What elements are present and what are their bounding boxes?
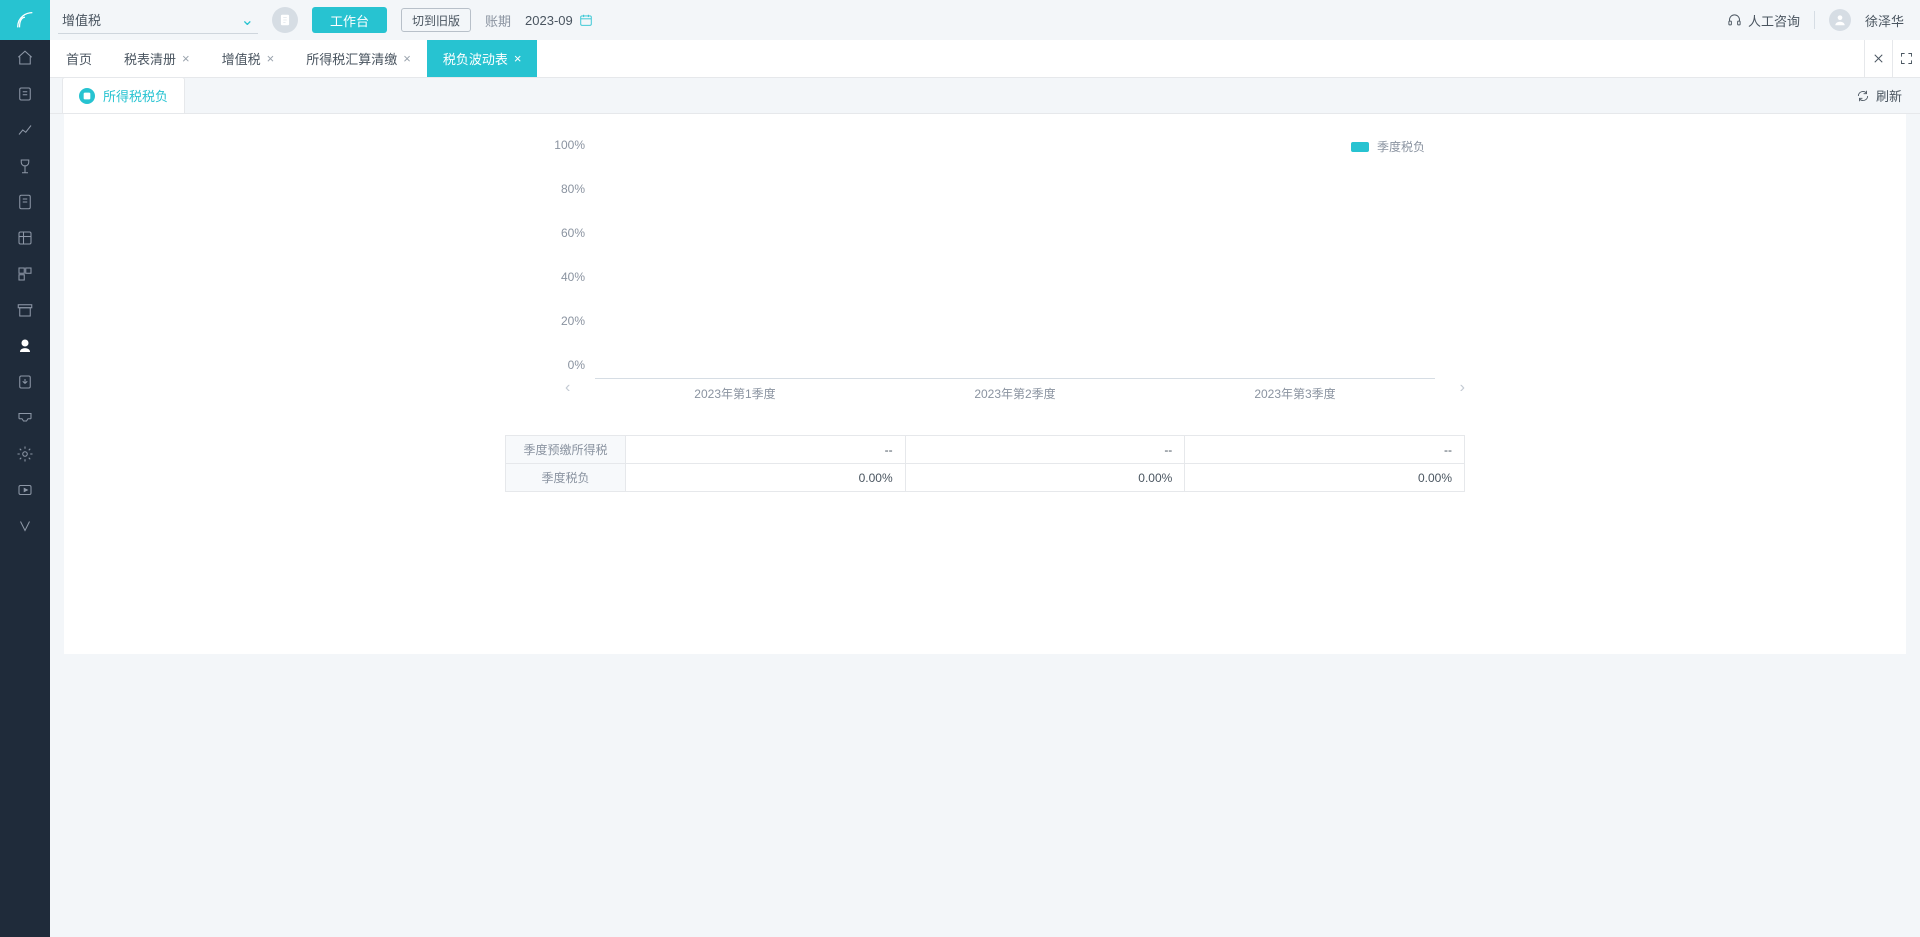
table-cell: 0.00%	[626, 464, 906, 492]
org-icon[interactable]	[0, 256, 50, 292]
company-selector[interactable]: 增值税 ⌄	[58, 6, 258, 34]
tax-icon[interactable]	[0, 328, 50, 364]
tab-2[interactable]: 增值税 ×	[206, 40, 291, 77]
settings-icon[interactable]	[0, 436, 50, 472]
tab-0[interactable]: 首页	[50, 40, 108, 77]
inbox-icon[interactable]	[0, 400, 50, 436]
doc-icon-button[interactable]	[272, 7, 298, 33]
close-all-tabs-button[interactable]	[1864, 40, 1892, 77]
funds-icon[interactable]	[0, 148, 50, 184]
chevron-down-icon: ⌄	[241, 10, 254, 30]
workbench-button[interactable]: 工作台	[312, 7, 387, 33]
user-icon	[1833, 13, 1847, 27]
subtab-row: 所得税税负 刷新	[50, 78, 1920, 114]
y-tick: 20%	[535, 314, 585, 328]
tax-burden-chart: 季度税负 0%20%40%60%80%100% ‹ › 2023年第1季度202…	[535, 138, 1435, 405]
y-tick: 80%	[535, 182, 585, 196]
ledger-icon[interactable]	[0, 76, 50, 112]
legend-swatch	[1351, 142, 1369, 152]
export-icon[interactable]	[0, 364, 50, 400]
headset-icon	[1727, 13, 1742, 28]
tab-close-icon[interactable]: ×	[182, 51, 190, 66]
x-tick: 2023年第3季度	[1254, 385, 1335, 402]
video-icon[interactable]	[0, 472, 50, 508]
chart-card: 季度税负 0% 20% 40% 60% 80% 100% ‹ › 2023年第1季度 202…	[64, 114, 1906, 654]
table-cell: 0.00%	[1185, 464, 1465, 492]
x-tick: 2023年第1季度	[694, 385, 775, 402]
analytics-icon[interactable]	[0, 112, 50, 148]
subtab-income-tax-burden[interactable]: 所得税税负	[62, 77, 185, 113]
fullscreen-button[interactable]	[1892, 40, 1920, 77]
tab-close-icon[interactable]: ×	[267, 51, 275, 66]
header: 增值税 ⌄ 工作台 切到旧版 账期 2023-09 人工咨询 徐泽华	[50, 0, 1920, 40]
calendar-icon	[579, 13, 593, 27]
table-cell: 0.00%	[905, 464, 1185, 492]
tab-4[interactable]: 税负波动表 ×	[427, 40, 538, 77]
refresh-icon	[1856, 89, 1870, 103]
tab-3[interactable]: 所得税汇算清缴 ×	[290, 40, 427, 77]
y-tick: 40%	[535, 270, 585, 284]
tab-close-icon[interactable]: ×	[514, 51, 522, 66]
row-header: 季度预缴所得税	[506, 436, 626, 464]
y-tick: 100%	[535, 138, 585, 152]
table-row: 季度预缴所得税------	[506, 436, 1465, 464]
subtab-dot-icon	[79, 88, 95, 104]
archive-icon[interactable]	[0, 292, 50, 328]
y-tick: 60%	[535, 226, 585, 240]
y-tick: 0%	[535, 358, 585, 372]
company-selector-label: 增值税	[62, 10, 101, 29]
tab-close-icon[interactable]: ×	[403, 51, 411, 66]
refresh-button[interactable]: 刷新	[1838, 86, 1920, 105]
table-row: 季度税负0.00%0.00%0.00%	[506, 464, 1465, 492]
period-picker[interactable]: 2023-09	[525, 13, 593, 28]
tab-1[interactable]: 税表清册 ×	[108, 40, 206, 77]
avatar[interactable]	[1829, 9, 1851, 31]
chart-prev-button[interactable]: ‹	[565, 379, 570, 397]
home-icon[interactable]	[0, 40, 50, 76]
table-cell: --	[905, 436, 1185, 464]
tax-burden-table: 季度预缴所得税------季度税负0.00%0.00%0.00%	[505, 435, 1465, 492]
tab-label: 税负波动表	[443, 49, 508, 68]
period-label: 账期	[485, 11, 511, 30]
switch-old-button[interactable]: 切到旧版	[401, 8, 471, 32]
chart-legend: 季度税负	[535, 138, 1435, 155]
table-cell: --	[626, 436, 906, 464]
row-header: 季度税负	[506, 464, 626, 492]
main-area: 季度税负 0% 20% 40% 60% 80% 100% ‹ › 2023年第1季度 202…	[50, 114, 1920, 937]
v-icon[interactable]	[0, 508, 50, 544]
app-logo[interactable]	[0, 0, 50, 40]
support-link[interactable]: 人工咨询	[1727, 11, 1800, 30]
table-cell: --	[1185, 436, 1465, 464]
tab-label: 增值税	[222, 49, 261, 68]
forms-icon[interactable]	[0, 220, 50, 256]
x-tick: 2023年第2季度	[974, 385, 1055, 402]
tab-label: 税表清册	[124, 49, 176, 68]
tab-label: 首页	[66, 49, 92, 68]
legend-label: 季度税负	[1377, 138, 1425, 155]
tab-label: 所得税汇算清缴	[306, 49, 397, 68]
chart-next-button[interactable]: ›	[1460, 379, 1465, 397]
sidebar	[0, 0, 50, 937]
username: 徐泽华	[1865, 11, 1904, 30]
report-icon[interactable]	[0, 184, 50, 220]
tab-strip: 首页 税表清册 × 增值税 × 所得税汇算清缴 × 税负波动表 ×	[50, 40, 1920, 78]
